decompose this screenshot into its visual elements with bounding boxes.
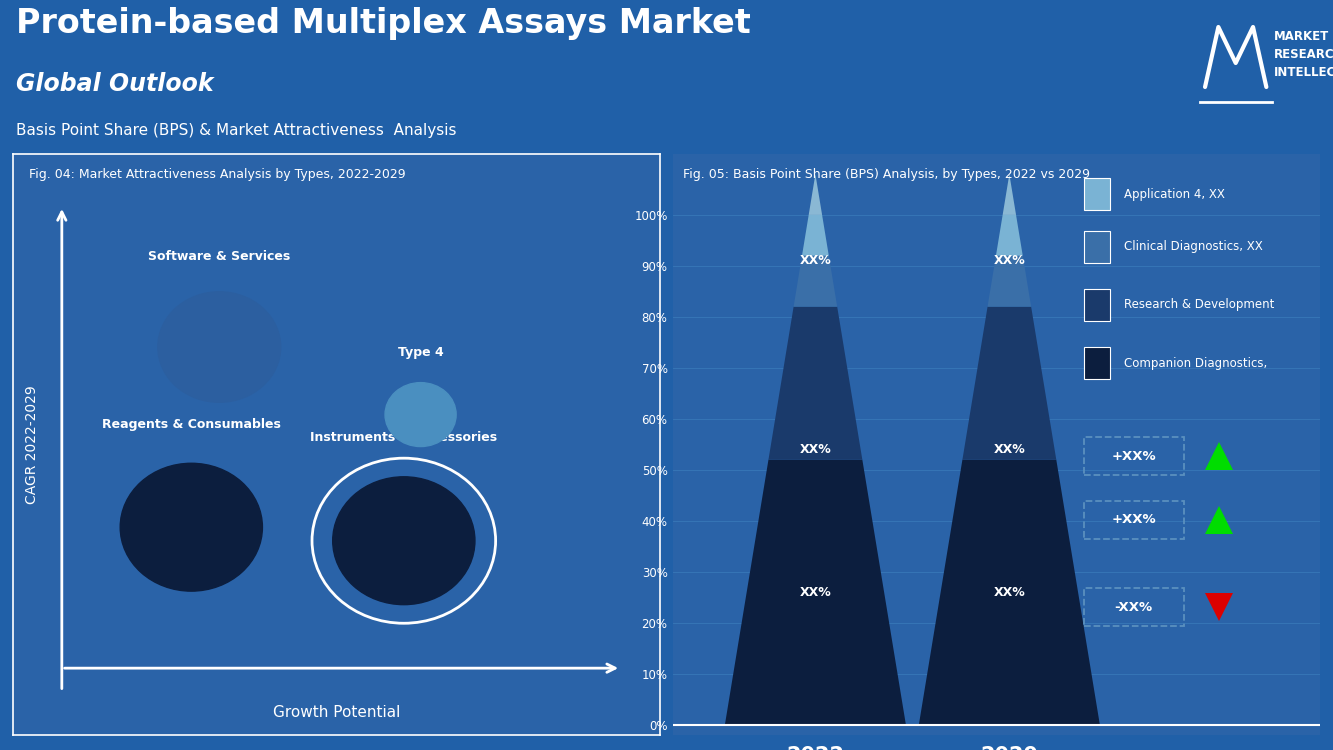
Text: XX%: XX%	[800, 443, 832, 456]
FancyBboxPatch shape	[1084, 178, 1109, 211]
Polygon shape	[1002, 174, 1016, 215]
Text: Application 4, XX: Application 4, XX	[1124, 188, 1225, 201]
FancyBboxPatch shape	[1084, 289, 1109, 321]
Text: Instruments & Accessories: Instruments & Accessories	[311, 431, 497, 444]
Text: +XX%: +XX%	[1112, 449, 1156, 463]
Text: XX%: XX%	[800, 586, 832, 598]
Polygon shape	[918, 460, 1100, 724]
Text: XX%: XX%	[993, 254, 1025, 267]
Text: -XX%: -XX%	[1114, 601, 1153, 613]
Text: CAGR 2022-2029: CAGR 2022-2029	[25, 385, 39, 504]
Polygon shape	[988, 256, 1032, 307]
Text: Global Outlook: Global Outlook	[16, 72, 213, 96]
FancyBboxPatch shape	[1084, 347, 1109, 379]
Text: XX%: XX%	[993, 443, 1025, 456]
Polygon shape	[962, 307, 1056, 460]
Text: Clinical Diagnostics, XX: Clinical Diagnostics, XX	[1124, 240, 1262, 254]
Text: Fig. 04: Market Attractiveness Analysis by Types, 2022-2029: Fig. 04: Market Attractiveness Analysis …	[29, 168, 407, 182]
Text: MARKET
RESEARCH
INTELLECT: MARKET RESEARCH INTELLECT	[1274, 30, 1333, 79]
Circle shape	[120, 464, 263, 591]
Polygon shape	[996, 215, 1022, 256]
Circle shape	[385, 382, 456, 446]
Polygon shape	[802, 215, 829, 256]
Text: Fig. 05: Basis Point Share (BPS) Analysis, by Types, 2022 vs 2029: Fig. 05: Basis Point Share (BPS) Analysi…	[682, 168, 1090, 182]
Text: Research & Development: Research & Development	[1124, 298, 1274, 311]
FancyBboxPatch shape	[1084, 231, 1109, 262]
Text: +XX%: +XX%	[1112, 514, 1156, 526]
Text: Basis Point Share (BPS) & Market Attractiveness  Analysis: Basis Point Share (BPS) & Market Attract…	[16, 123, 456, 138]
Polygon shape	[793, 256, 837, 307]
Text: Companion Diagnostics,: Companion Diagnostics,	[1124, 356, 1268, 370]
Text: XX%: XX%	[993, 586, 1025, 598]
Text: Growth Potential: Growth Potential	[273, 706, 400, 721]
Polygon shape	[809, 174, 822, 215]
Text: Protein-based Multiplex Assays Market: Protein-based Multiplex Assays Market	[16, 8, 750, 40]
Text: Type 4: Type 4	[397, 346, 444, 358]
Text: Software & Services: Software & Services	[148, 250, 291, 262]
Text: Reagents & Consumables: Reagents & Consumables	[101, 418, 281, 430]
Circle shape	[333, 477, 475, 604]
Polygon shape	[725, 460, 906, 724]
Polygon shape	[768, 307, 862, 460]
Circle shape	[157, 292, 281, 402]
Text: XX%: XX%	[800, 254, 832, 267]
